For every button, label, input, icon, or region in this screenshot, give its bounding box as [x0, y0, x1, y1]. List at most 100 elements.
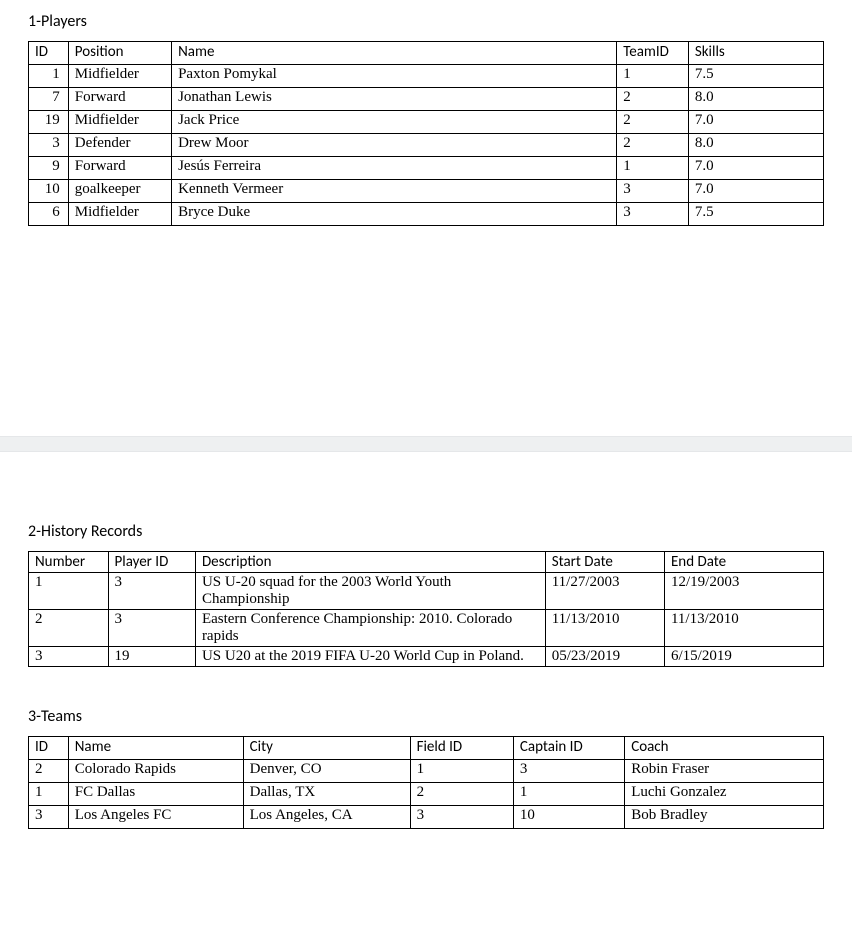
- cell-desc: US U-20 squad for the 2003 World Youth C…: [195, 573, 545, 610]
- cell-cap: 3: [513, 760, 624, 783]
- history-table: Number Player ID Description Start Date …: [28, 551, 824, 667]
- cell-position: Midfielder: [68, 111, 171, 134]
- cell-name: Drew Moor: [172, 134, 617, 157]
- teams-header-row: ID Name City Field ID Captain ID Coach: [29, 737, 824, 760]
- cell-city: Los Angeles, CA: [243, 806, 410, 829]
- teams-table: ID Name City Field ID Captain ID Coach 2…: [28, 736, 824, 829]
- cell-team: 2: [617, 111, 689, 134]
- cell-end: 12/19/2003: [664, 573, 823, 610]
- col-number: Number: [29, 552, 109, 573]
- cell-coach: Bob Bradley: [625, 806, 824, 829]
- cell-skills: 7.5: [688, 65, 823, 88]
- cell-position: Forward: [68, 157, 171, 180]
- cell-city: Dallas, TX: [243, 783, 410, 806]
- cell-id: 1: [29, 65, 69, 88]
- col-position: Position: [68, 42, 171, 65]
- gap-between-sections: [28, 667, 824, 707]
- table-row: 1 FC Dallas Dallas, TX 2 1 Luchi Gonzale…: [29, 783, 824, 806]
- cell-pid: 3: [108, 573, 195, 610]
- cell-name: Paxton Pomykal: [172, 65, 617, 88]
- players-body: 1 Midfielder Paxton Pomykal 1 7.5 7 Forw…: [29, 65, 824, 226]
- cell-coach: Robin Fraser: [625, 760, 824, 783]
- col-city: City: [243, 737, 410, 760]
- cell-end: 6/15/2019: [664, 647, 823, 667]
- cell-name: Kenneth Vermeer: [172, 180, 617, 203]
- cell-id: 10: [29, 180, 69, 203]
- col-id: ID: [29, 42, 69, 65]
- col-fieldid: Field ID: [410, 737, 513, 760]
- table-row: 1 Midfielder Paxton Pomykal 1 7.5: [29, 65, 824, 88]
- cell-skills: 7.0: [688, 157, 823, 180]
- table-row: 2 3 Eastern Conference Championship: 201…: [29, 610, 824, 647]
- cell-id: 3: [29, 134, 69, 157]
- cell-id: 2: [29, 760, 69, 783]
- players-header-row: ID Position Name TeamID Skills: [29, 42, 824, 65]
- cell-pid: 19: [108, 647, 195, 667]
- cell-team: 1: [617, 65, 689, 88]
- cell-position: Forward: [68, 88, 171, 111]
- col-playerid: Player ID: [108, 552, 195, 573]
- cell-position: goalkeeper: [68, 180, 171, 203]
- table-row: 7 Forward Jonathan Lewis 2 8.0: [29, 88, 824, 111]
- cell-field: 2: [410, 783, 513, 806]
- page-1-bottom-space: [28, 226, 824, 416]
- cell-team: 3: [617, 180, 689, 203]
- cell-skills: 8.0: [688, 88, 823, 111]
- table-row: 9 Forward Jesús Ferreira 1 7.0: [29, 157, 824, 180]
- col-name: Name: [68, 737, 243, 760]
- table-row: 3 Los Angeles FC Los Angeles, CA 3 10 Bo…: [29, 806, 824, 829]
- table-row: 2 Colorado Rapids Denver, CO 1 3 Robin F…: [29, 760, 824, 783]
- cell-team: 2: [617, 88, 689, 111]
- cell-id: 1: [29, 783, 69, 806]
- cell-id: 6: [29, 203, 69, 226]
- cell-name: Jesús Ferreira: [172, 157, 617, 180]
- cell-desc: Eastern Conference Championship: 2010. C…: [195, 610, 545, 647]
- cell-start: 11/13/2010: [545, 610, 664, 647]
- cell-num: 2: [29, 610, 109, 647]
- cell-skills: 8.0: [688, 134, 823, 157]
- cell-field: 3: [410, 806, 513, 829]
- history-heading: 2-History Records: [28, 522, 824, 541]
- cell-team: 3: [617, 203, 689, 226]
- players-table: ID Position Name TeamID Skills 1 Midfiel…: [28, 41, 824, 226]
- cell-team: 2: [617, 134, 689, 157]
- cell-start: 05/23/2019: [545, 647, 664, 667]
- cell-name: Los Angeles FC: [68, 806, 243, 829]
- cell-name: Jonathan Lewis: [172, 88, 617, 111]
- cell-position: Midfielder: [68, 203, 171, 226]
- table-row: 1 3 US U-20 squad for the 2003 World You…: [29, 573, 824, 610]
- col-startdate: Start Date: [545, 552, 664, 573]
- col-enddate: End Date: [664, 552, 823, 573]
- history-header-row: Number Player ID Description Start Date …: [29, 552, 824, 573]
- table-row: 6 Midfielder Bryce Duke 3 7.5: [29, 203, 824, 226]
- page-gap-bar: [0, 436, 852, 452]
- cell-city: Denver, CO: [243, 760, 410, 783]
- players-heading: 1-Players: [28, 12, 824, 31]
- cell-team: 1: [617, 157, 689, 180]
- cell-cap: 1: [513, 783, 624, 806]
- cell-coach: Luchi Gonzalez: [625, 783, 824, 806]
- cell-name: FC Dallas: [68, 783, 243, 806]
- teams-heading: 3-Teams: [28, 707, 824, 726]
- page-1: 1-Players ID Position Name TeamID Skills…: [0, 0, 852, 436]
- cell-id: 9: [29, 157, 69, 180]
- table-row: 19 Midfielder Jack Price 2 7.0: [29, 111, 824, 134]
- col-teamid: TeamID: [617, 42, 689, 65]
- cell-field: 1: [410, 760, 513, 783]
- teams-body: 2 Colorado Rapids Denver, CO 1 3 Robin F…: [29, 760, 824, 829]
- cell-pid: 3: [108, 610, 195, 647]
- table-row: 3 19 US U20 at the 2019 FIFA U-20 World …: [29, 647, 824, 667]
- cell-desc: US U20 at the 2019 FIFA U-20 World Cup i…: [195, 647, 545, 667]
- cell-num: 3: [29, 647, 109, 667]
- cell-skills: 7.0: [688, 111, 823, 134]
- col-name: Name: [172, 42, 617, 65]
- history-body: 1 3 US U-20 squad for the 2003 World You…: [29, 573, 824, 667]
- cell-name: Bryce Duke: [172, 203, 617, 226]
- table-row: 10 goalkeeper Kenneth Vermeer 3 7.0: [29, 180, 824, 203]
- cell-cap: 10: [513, 806, 624, 829]
- cell-name: Jack Price: [172, 111, 617, 134]
- cell-position: Midfielder: [68, 65, 171, 88]
- cell-id: 3: [29, 806, 69, 829]
- cell-id: 19: [29, 111, 69, 134]
- cell-skills: 7.0: [688, 180, 823, 203]
